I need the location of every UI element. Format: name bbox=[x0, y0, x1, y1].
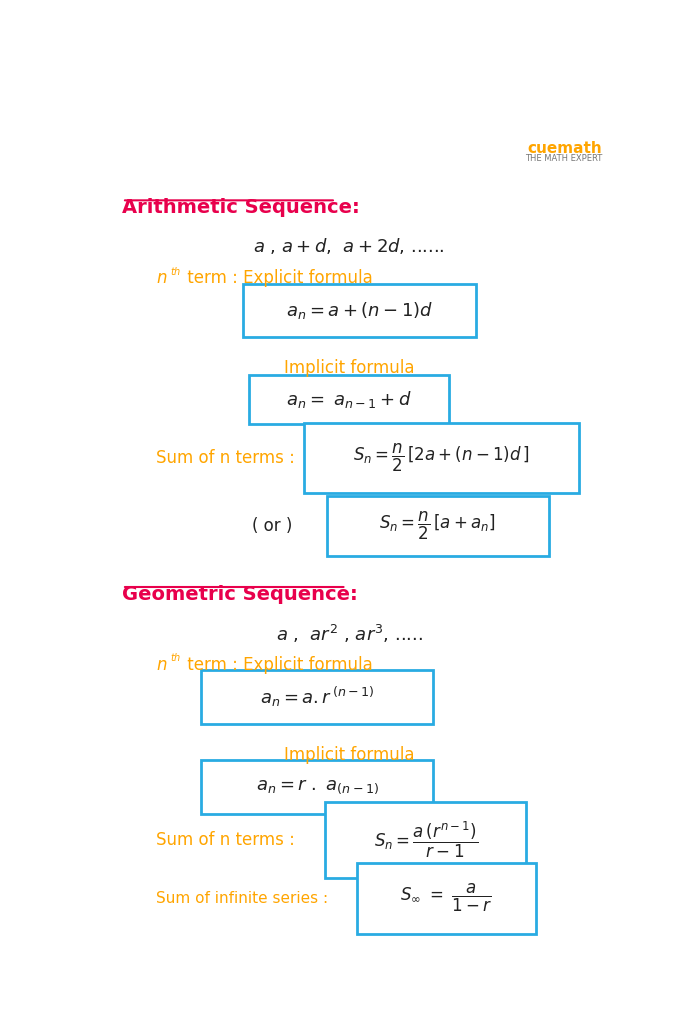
Text: $S_{\infty}\ =\ \dfrac{a}{1 - r}$: $S_{\infty}\ =\ \dfrac{a}{1 - r}$ bbox=[400, 882, 493, 915]
Text: $a$ ,  $ar^2$ , $ar^3$, .....: $a$ , $ar^2$ , $ar^3$, ..... bbox=[276, 623, 422, 645]
Text: cuemath: cuemath bbox=[528, 141, 602, 156]
Text: $S_n = \dfrac{a\,(r^{n-1})}{r - 1}$: $S_n = \dfrac{a\,(r^{n-1})}{r - 1}$ bbox=[373, 819, 477, 860]
Text: $th$: $th$ bbox=[170, 651, 181, 663]
Text: term : Explicit formula: term : Explicit formula bbox=[182, 655, 373, 674]
Text: ( or ): ( or ) bbox=[252, 517, 293, 535]
Text: $th$: $th$ bbox=[170, 264, 181, 277]
Text: Sum of infinite series :: Sum of infinite series : bbox=[157, 891, 328, 906]
Text: $S_n = \dfrac{n}{2}\,[ 2a + (n-1)d\,]$: $S_n = \dfrac{n}{2}\,[ 2a + (n-1)d\,]$ bbox=[353, 441, 530, 474]
Text: Geometric Sequence:: Geometric Sequence: bbox=[122, 584, 358, 604]
Text: Implicit formula: Implicit formula bbox=[284, 359, 414, 377]
FancyBboxPatch shape bbox=[357, 862, 537, 934]
Text: Implicit formula: Implicit formula bbox=[284, 746, 414, 765]
FancyBboxPatch shape bbox=[249, 375, 449, 424]
FancyBboxPatch shape bbox=[202, 759, 433, 814]
Text: Arithmetic Sequence:: Arithmetic Sequence: bbox=[122, 198, 360, 217]
Text: $a_n =\ a_{n-1} + d$: $a_n =\ a_{n-1} + d$ bbox=[286, 389, 412, 410]
FancyBboxPatch shape bbox=[202, 670, 433, 724]
Text: $a_n = a.r^{\,(n-1)}$: $a_n = a.r^{\,(n-1)}$ bbox=[260, 685, 375, 709]
Text: Sum of n terms :: Sum of n terms : bbox=[157, 830, 296, 849]
Text: $a_n = r\ .\ a_{(n-1)}$: $a_n = r\ .\ a_{(n-1)}$ bbox=[256, 777, 379, 796]
Text: term : Explicit formula: term : Explicit formula bbox=[182, 270, 373, 287]
FancyBboxPatch shape bbox=[326, 802, 526, 878]
Text: $a_n = a + ( n - 1)d$: $a_n = a + ( n - 1)d$ bbox=[286, 300, 433, 321]
FancyBboxPatch shape bbox=[304, 423, 579, 493]
Text: $n$: $n$ bbox=[157, 655, 168, 674]
Text: Sum of n terms :: Sum of n terms : bbox=[157, 449, 296, 467]
FancyBboxPatch shape bbox=[327, 496, 548, 556]
Text: $S_n = \dfrac{n}{2}\,[ a + a_n ]$: $S_n = \dfrac{n}{2}\,[ a + a_n ]$ bbox=[379, 510, 496, 542]
Text: $n$: $n$ bbox=[157, 270, 168, 287]
Text: $a$ , $a + d$,  $a + 2d$, ......: $a$ , $a + d$, $a + 2d$, ...... bbox=[253, 236, 445, 256]
Text: THE MATH EXPERT: THE MATH EXPERT bbox=[525, 153, 602, 163]
FancyBboxPatch shape bbox=[244, 284, 475, 338]
